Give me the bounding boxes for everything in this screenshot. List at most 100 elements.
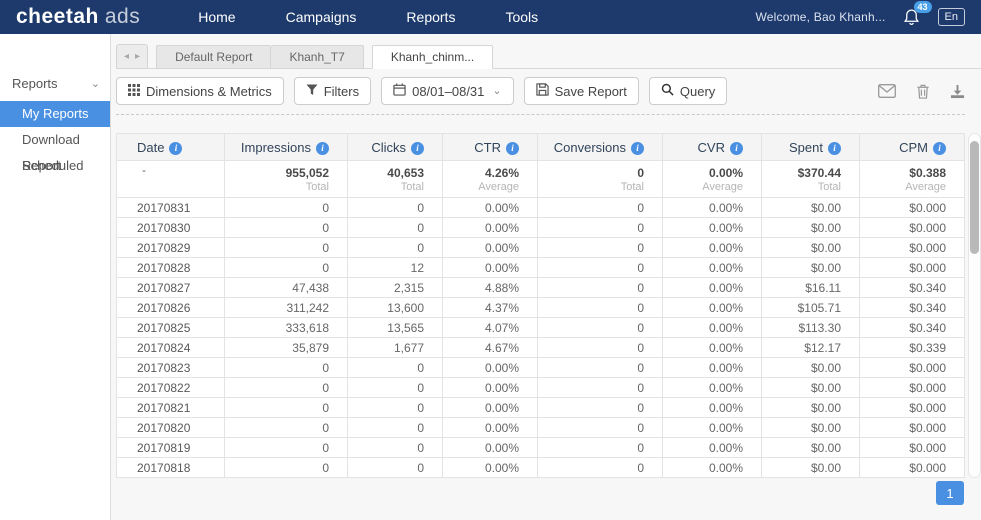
value-cell: 0.00%	[662, 457, 762, 478]
info-icon[interactable]: i	[411, 141, 424, 155]
column-header-cvr[interactable]: CVR i	[662, 133, 762, 161]
value-cell: 0	[537, 337, 663, 358]
toolbar-right-icons	[878, 84, 965, 99]
column-header-ctr[interactable]: CTR i	[442, 133, 538, 161]
value-cell: 0	[347, 237, 443, 258]
date-range-button[interactable]: 08/01–08/31 ⌄	[381, 77, 514, 105]
user-menu[interactable]: Welcome, Bao Khanh...	[755, 10, 885, 24]
tab-default-report[interactable]: Default Report	[156, 45, 272, 69]
value-cell: 0	[224, 237, 348, 258]
column-header-spent[interactable]: Spent i	[761, 133, 860, 161]
value-cell: 0	[537, 197, 663, 218]
vertical-scrollbar[interactable]	[968, 133, 981, 478]
tab-khanh-t7[interactable]: Khanh_T7	[271, 45, 364, 69]
language-selector[interactable]: En	[937, 8, 965, 26]
date-cell: 20170821	[116, 397, 225, 418]
column-header-impressions[interactable]: Impressions i	[224, 133, 348, 161]
query-button[interactable]: Query	[648, 77, 728, 105]
value-cell: 0	[347, 457, 443, 478]
info-icon[interactable]: i	[316, 141, 329, 155]
table-row: 20170820 0 0 0.00% 0 0.00% $0.00 $0.000	[116, 417, 965, 438]
email-report-button[interactable]	[878, 84, 896, 98]
totals-value-cell: 40,653 Total	[347, 160, 443, 198]
value-cell: 0	[224, 417, 348, 438]
value-cell: 311,242	[224, 297, 348, 318]
value-cell: $0.000	[859, 417, 965, 438]
date-cell: 20170826	[116, 297, 225, 318]
notifications-button[interactable]: 43	[902, 1, 932, 27]
value-cell: $0.00	[761, 437, 860, 458]
tab-scroll-right-icon[interactable]: ▸	[135, 51, 141, 62]
date-cell: 20170831	[116, 197, 225, 218]
tab-scroll-left-icon[interactable]: ◂	[124, 51, 130, 62]
sidebar-item-scheduled[interactable]: Scheduled	[22, 158, 84, 173]
value-cell: 0	[537, 437, 663, 458]
date-cell: 20170824	[116, 337, 225, 358]
nav-item-home[interactable]: Home	[198, 9, 236, 25]
dimensions-metrics-button[interactable]: Dimensions & Metrics	[116, 77, 284, 105]
sidebar-section-reports[interactable]: Reports ⌄	[0, 70, 110, 101]
info-icon[interactable]: i	[506, 141, 519, 155]
download-report-button[interactable]	[950, 84, 965, 99]
tab-khanh-chinm[interactable]: Khanh_chinm...	[371, 45, 494, 69]
totals-value-cell: 0 Total	[537, 160, 663, 198]
page-1-button[interactable]: 1	[936, 481, 964, 505]
value-cell: 0.00%	[662, 277, 762, 298]
nav-item-reports[interactable]: Reports	[406, 9, 456, 25]
value-cell: $0.00	[761, 397, 860, 418]
value-cell: 0.00%	[662, 437, 762, 458]
value-cell: 0.00%	[662, 417, 762, 438]
sidebar-item-download-report[interactable]: Download Report	[22, 132, 80, 173]
scrollbar-thumb[interactable]	[970, 141, 979, 254]
table-row: 20170827 47,438 2,315 4.88% 0 0.00% $16.11 $0.3…	[116, 277, 965, 298]
nav-item-campaigns[interactable]: Campaigns	[285, 9, 357, 25]
value-cell: 0	[347, 357, 443, 378]
value-cell: 0	[537, 297, 663, 318]
username: Bao Khanh...	[813, 10, 886, 24]
chevron-down-icon: ⌄	[492, 85, 502, 97]
save-report-button[interactable]: Save Report	[523, 77, 639, 105]
app-logo[interactable]: cheetah ads	[16, 5, 140, 29]
table-row: 20170829 0 0 0.00% 0 0.00% $0.00 $0.000	[116, 237, 965, 258]
filters-button[interactable]: Filters	[293, 77, 372, 105]
date-cell: 20170819	[116, 437, 225, 458]
info-icon[interactable]: i	[828, 141, 841, 155]
info-icon[interactable]: i	[730, 141, 743, 155]
value-cell: 1,677	[347, 337, 443, 358]
column-header-date[interactable]: Date i	[116, 133, 225, 161]
info-icon[interactable]: i	[169, 141, 183, 155]
sidebar-item-my-reports[interactable]: My Reports	[0, 101, 110, 127]
totals-value: 40,653	[387, 166, 424, 180]
value-cell: 0	[224, 217, 348, 238]
table-row: 20170819 0 0 0.00% 0 0.00% $0.00 $0.000	[116, 437, 965, 458]
report-tabs: ◂ ▸ Default Report Khanh_T7 Khanh_chinm.…	[116, 44, 981, 69]
filter-funnel-icon	[306, 84, 318, 99]
save-icon	[535, 83, 549, 99]
value-cell: 0.00%	[442, 217, 538, 238]
totals-value-cell: 0.00% Average	[662, 160, 762, 198]
value-cell: 0.00%	[442, 197, 538, 218]
totals-sublabel: Total	[305, 181, 329, 193]
value-cell: 0.00%	[662, 257, 762, 278]
totals-value: $0.388	[909, 166, 946, 180]
column-header-cpm[interactable]: CPM i	[859, 133, 965, 161]
value-cell: $0.000	[859, 197, 965, 218]
totals-row: -955,052 Total 40,653 Total 4.26% Average 0 Tot…	[116, 160, 965, 198]
nav-item-tools[interactable]: Tools	[505, 9, 539, 25]
value-cell: 4.88%	[442, 277, 538, 298]
calendar-icon	[393, 83, 406, 99]
column-header-clicks[interactable]: Clicks i	[347, 133, 443, 161]
info-icon[interactable]: i	[933, 141, 946, 155]
info-icon[interactable]: i	[631, 141, 644, 155]
value-cell: 0	[347, 377, 443, 398]
table-row: 20170824 35,879 1,677 4.67% 0 0.00% $12.17 $0.3…	[116, 337, 965, 358]
value-cell: $113.30	[761, 317, 860, 338]
value-cell: $16.11	[761, 277, 860, 298]
delete-report-button[interactable]	[916, 84, 930, 99]
value-cell: 4.67%	[442, 337, 538, 358]
value-cell: 0	[347, 437, 443, 458]
logo-text-light: ads	[104, 5, 141, 28]
column-header-conversions[interactable]: Conversions i	[537, 133, 663, 161]
value-cell: 4.07%	[442, 317, 538, 338]
value-cell: 0	[224, 257, 348, 278]
